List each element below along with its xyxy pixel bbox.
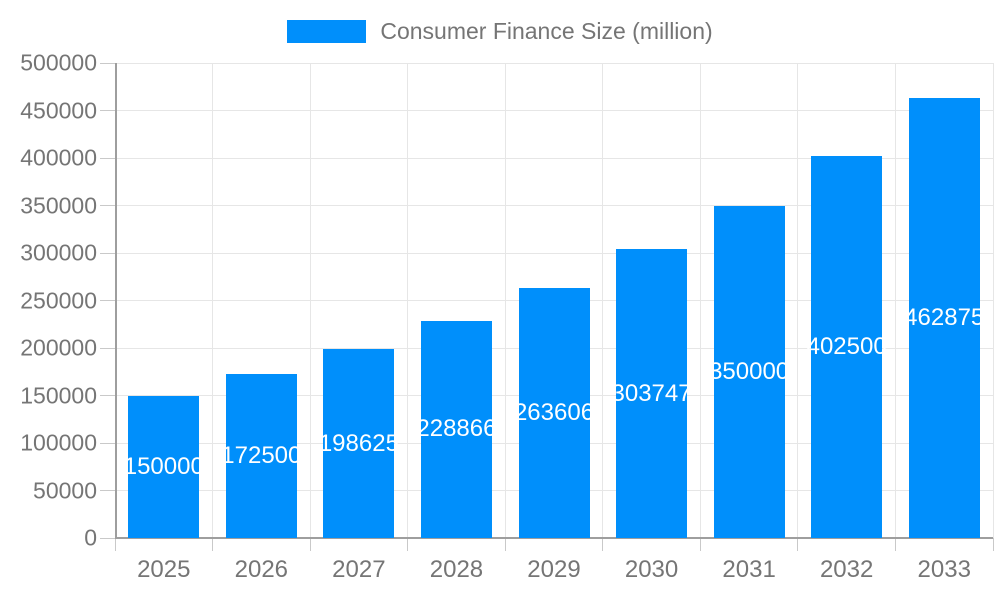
y-axis-tick-label: 400000: [20, 144, 97, 171]
bar-2032[interactable]: [811, 155, 883, 538]
bar-value-label: 350000: [709, 357, 790, 385]
gridline-horizontal: [115, 110, 993, 111]
x-axis-tick: [504, 538, 506, 551]
y-axis-tick-label: 50000: [33, 477, 97, 503]
x-axis-tick-label: 2031: [722, 556, 776, 583]
legend-label: Consumer Finance Size (million): [380, 18, 713, 44]
bar-value-label: 228866: [416, 415, 497, 443]
bar-value-label: 150000: [123, 452, 204, 480]
legend-swatch-icon: [287, 19, 367, 43]
gridline-vertical: [894, 63, 896, 538]
y-axis-tick-label: 500000: [20, 49, 97, 76]
x-axis-tick: [699, 538, 701, 551]
gridline-vertical: [407, 63, 409, 538]
bar-2029[interactable]: [518, 287, 590, 538]
y-axis-tick-label: 450000: [20, 97, 97, 123]
x-axis-tick: [602, 538, 604, 551]
y-axis-tick-label: 150000: [20, 382, 97, 408]
x-axis-tick: [992, 538, 994, 551]
y-axis-tick: [100, 490, 115, 491]
gridline-vertical: [309, 63, 311, 538]
x-axis-tick: [894, 538, 896, 551]
x-axis-tick: [114, 538, 116, 551]
bar-value-label: 462875: [904, 304, 985, 332]
gridline-vertical: [992, 63, 994, 538]
gridline-horizontal: [115, 205, 993, 206]
y-axis-tick-label: 200000: [20, 334, 97, 361]
bar-value-label: 198625: [318, 429, 399, 457]
gridline-vertical: [602, 63, 604, 538]
y-axis-tick: [100, 442, 115, 444]
gridline-vertical: [699, 63, 701, 538]
bar-value-label: 402500: [806, 332, 887, 360]
bar-2027[interactable]: [323, 349, 395, 538]
bar-value-label: 263606: [513, 398, 595, 426]
x-axis-tick: [212, 538, 214, 551]
y-axis-tick-label: 300000: [20, 239, 97, 266]
y-axis-tick: [100, 205, 115, 206]
y-axis-tick-label: 350000: [20, 192, 97, 218]
x-axis-tick-label: 2027: [332, 556, 386, 583]
gridline-vertical: [212, 63, 214, 538]
x-axis-tick-label: 2028: [429, 556, 484, 583]
y-axis-tick: [100, 252, 115, 254]
bar-2028[interactable]: [420, 320, 492, 538]
x-axis-tick-label: 2025: [137, 556, 191, 583]
x-axis-line: [115, 537, 993, 539]
x-axis-tick-label: 2032: [819, 556, 874, 583]
y-axis-tick-label: 250000: [20, 287, 97, 313]
gridline-horizontal: [115, 157, 993, 159]
gridline-horizontal: [115, 252, 993, 254]
legend[interactable]: Consumer Finance Size (million): [0, 18, 1000, 44]
bar-2033[interactable]: [908, 98, 980, 538]
y-axis-tick: [100, 537, 115, 539]
x-axis-tick-label: 2030: [624, 556, 679, 583]
bar-value-label: 303747: [611, 379, 692, 407]
x-axis-tick: [797, 538, 799, 551]
y-axis-tick: [100, 62, 115, 64]
gridline-vertical: [504, 63, 506, 538]
y-axis-tick-label: 0: [84, 524, 97, 551]
y-axis-tick: [100, 300, 115, 301]
gridline-vertical: [797, 63, 799, 538]
x-axis-tick: [309, 538, 311, 551]
x-axis-tick-label: 2026: [234, 556, 289, 583]
x-axis-tick: [407, 538, 409, 551]
x-axis-tick-label: 2033: [917, 556, 971, 583]
bar-2025[interactable]: [128, 395, 200, 538]
bar-value-label: 172500: [221, 442, 302, 470]
y-axis-tick: [100, 157, 115, 159]
y-axis-tick: [100, 110, 115, 111]
y-axis-tick-label: 100000: [20, 429, 97, 456]
y-axis-line: [115, 63, 117, 538]
bar-2026[interactable]: [225, 374, 297, 538]
y-axis-tick: [100, 347, 115, 349]
bar-2030[interactable]: [616, 249, 688, 538]
bar-2031[interactable]: [713, 205, 785, 538]
gridline-horizontal: [115, 62, 993, 64]
x-axis-tick-label: 2029: [527, 556, 581, 583]
y-axis-tick: [100, 395, 115, 396]
